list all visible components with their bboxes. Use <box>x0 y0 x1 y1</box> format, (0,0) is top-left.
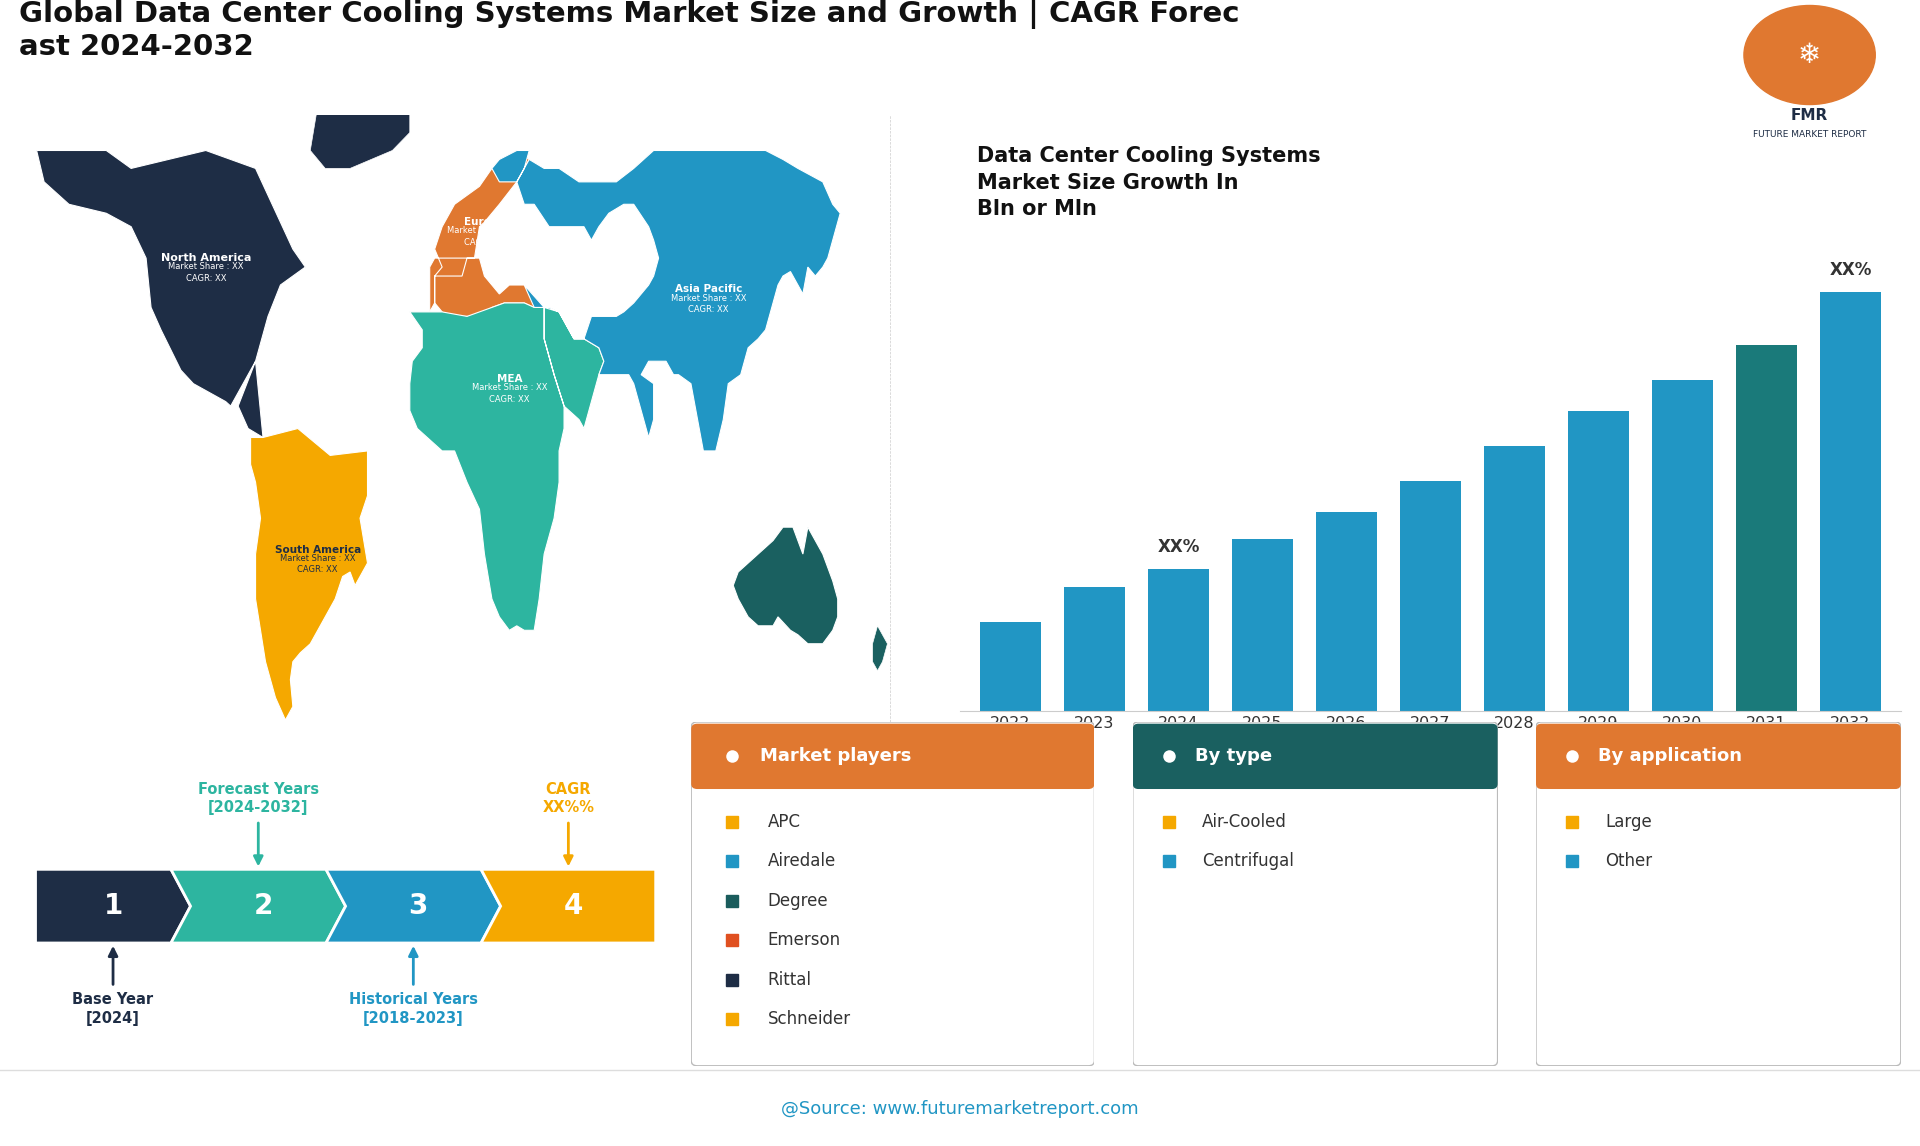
Bar <box>1233 539 1292 711</box>
Polygon shape <box>733 527 837 644</box>
Text: CAGR: XX: CAGR: XX <box>298 565 338 574</box>
Text: Data Center Cooling Systems
Market Size Growth In
Bln or Mln: Data Center Cooling Systems Market Size … <box>977 147 1321 219</box>
Text: Schneider: Schneider <box>768 1011 851 1028</box>
Text: North America: North America <box>161 253 252 264</box>
Text: 3: 3 <box>409 892 428 920</box>
FancyBboxPatch shape <box>691 722 1094 1066</box>
Text: Asia Pacific: Asia Pacific <box>674 284 741 295</box>
Text: Airedale: Airedale <box>768 853 835 870</box>
Text: Centrifugal: Centrifugal <box>1202 853 1294 870</box>
Text: XX%: XX% <box>1158 539 1200 556</box>
Text: Europe: Europe <box>465 218 505 227</box>
Text: Degree: Degree <box>768 892 828 910</box>
Text: Other: Other <box>1605 853 1653 870</box>
Polygon shape <box>492 150 841 450</box>
Circle shape <box>1743 6 1876 104</box>
Text: Market Share : XX: Market Share : XX <box>280 554 355 563</box>
Text: CAGR: XX: CAGR: XX <box>186 274 227 283</box>
Text: Forecast Years
[2024-2032]: Forecast Years [2024-2032] <box>198 782 319 815</box>
Bar <box>1484 446 1544 711</box>
FancyBboxPatch shape <box>1536 722 1901 1066</box>
Text: South America: South America <box>275 544 361 555</box>
Text: Market Share : XX: Market Share : XX <box>447 227 522 235</box>
Text: CAGR
XX%%: CAGR XX%% <box>541 782 595 815</box>
FancyBboxPatch shape <box>1133 722 1498 1066</box>
Text: ❄: ❄ <box>1797 41 1822 69</box>
Text: Historical Years
[2018-2023]: Historical Years [2018-2023] <box>349 992 478 1026</box>
FancyBboxPatch shape <box>1133 724 1498 790</box>
Text: By application: By application <box>1597 747 1741 766</box>
Text: @Source: www.futuremarketreport.com: @Source: www.futuremarketreport.com <box>781 1100 1139 1117</box>
Text: CAGR: XX: CAGR: XX <box>687 305 728 314</box>
Bar <box>1651 380 1713 711</box>
Polygon shape <box>872 626 887 670</box>
Polygon shape <box>326 870 501 943</box>
Bar <box>1820 292 1880 711</box>
Polygon shape <box>36 150 305 438</box>
Text: FMR: FMR <box>1791 108 1828 123</box>
Text: Emerson: Emerson <box>768 932 841 949</box>
Polygon shape <box>171 870 346 943</box>
Bar <box>1569 410 1628 711</box>
Text: FUTURE MARKET REPORT: FUTURE MARKET REPORT <box>1753 131 1866 140</box>
Text: Market players: Market players <box>760 747 912 766</box>
Text: Market Share : XX: Market Share : XX <box>670 293 747 303</box>
Bar <box>1148 570 1210 711</box>
Text: CAGR: XX: CAGR: XX <box>490 394 530 403</box>
Text: CAGR: XX: CAGR: XX <box>465 237 505 246</box>
Bar <box>1736 345 1797 711</box>
Polygon shape <box>430 150 543 316</box>
Bar <box>1315 512 1377 711</box>
Text: Global Data Center Cooling Systems Market Size and Growth | CAGR Forec
ast 2024-: Global Data Center Cooling Systems Marke… <box>19 0 1240 62</box>
Text: MEA: MEA <box>497 375 522 384</box>
Text: XX%: XX% <box>1830 260 1872 278</box>
Text: Base Year
[2024]: Base Year [2024] <box>73 992 154 1026</box>
FancyBboxPatch shape <box>1536 724 1901 790</box>
Text: Rittal: Rittal <box>768 971 812 989</box>
FancyBboxPatch shape <box>691 724 1094 790</box>
Bar <box>1064 587 1125 711</box>
Polygon shape <box>409 303 605 630</box>
Text: Market Share : XX: Market Share : XX <box>169 262 244 272</box>
Text: APC: APC <box>768 813 801 831</box>
Text: Market Share : XX: Market Share : XX <box>472 384 547 392</box>
Text: By type: By type <box>1194 747 1271 766</box>
Text: 2: 2 <box>253 892 273 920</box>
Text: Large: Large <box>1605 813 1651 831</box>
Polygon shape <box>482 870 657 943</box>
Text: 4: 4 <box>564 892 584 920</box>
Polygon shape <box>311 105 409 168</box>
Text: Air-Cooled: Air-Cooled <box>1202 813 1286 831</box>
Polygon shape <box>36 870 190 943</box>
Bar <box>979 622 1041 711</box>
Bar <box>1400 481 1461 711</box>
Text: 1: 1 <box>104 892 123 920</box>
Polygon shape <box>252 429 367 720</box>
